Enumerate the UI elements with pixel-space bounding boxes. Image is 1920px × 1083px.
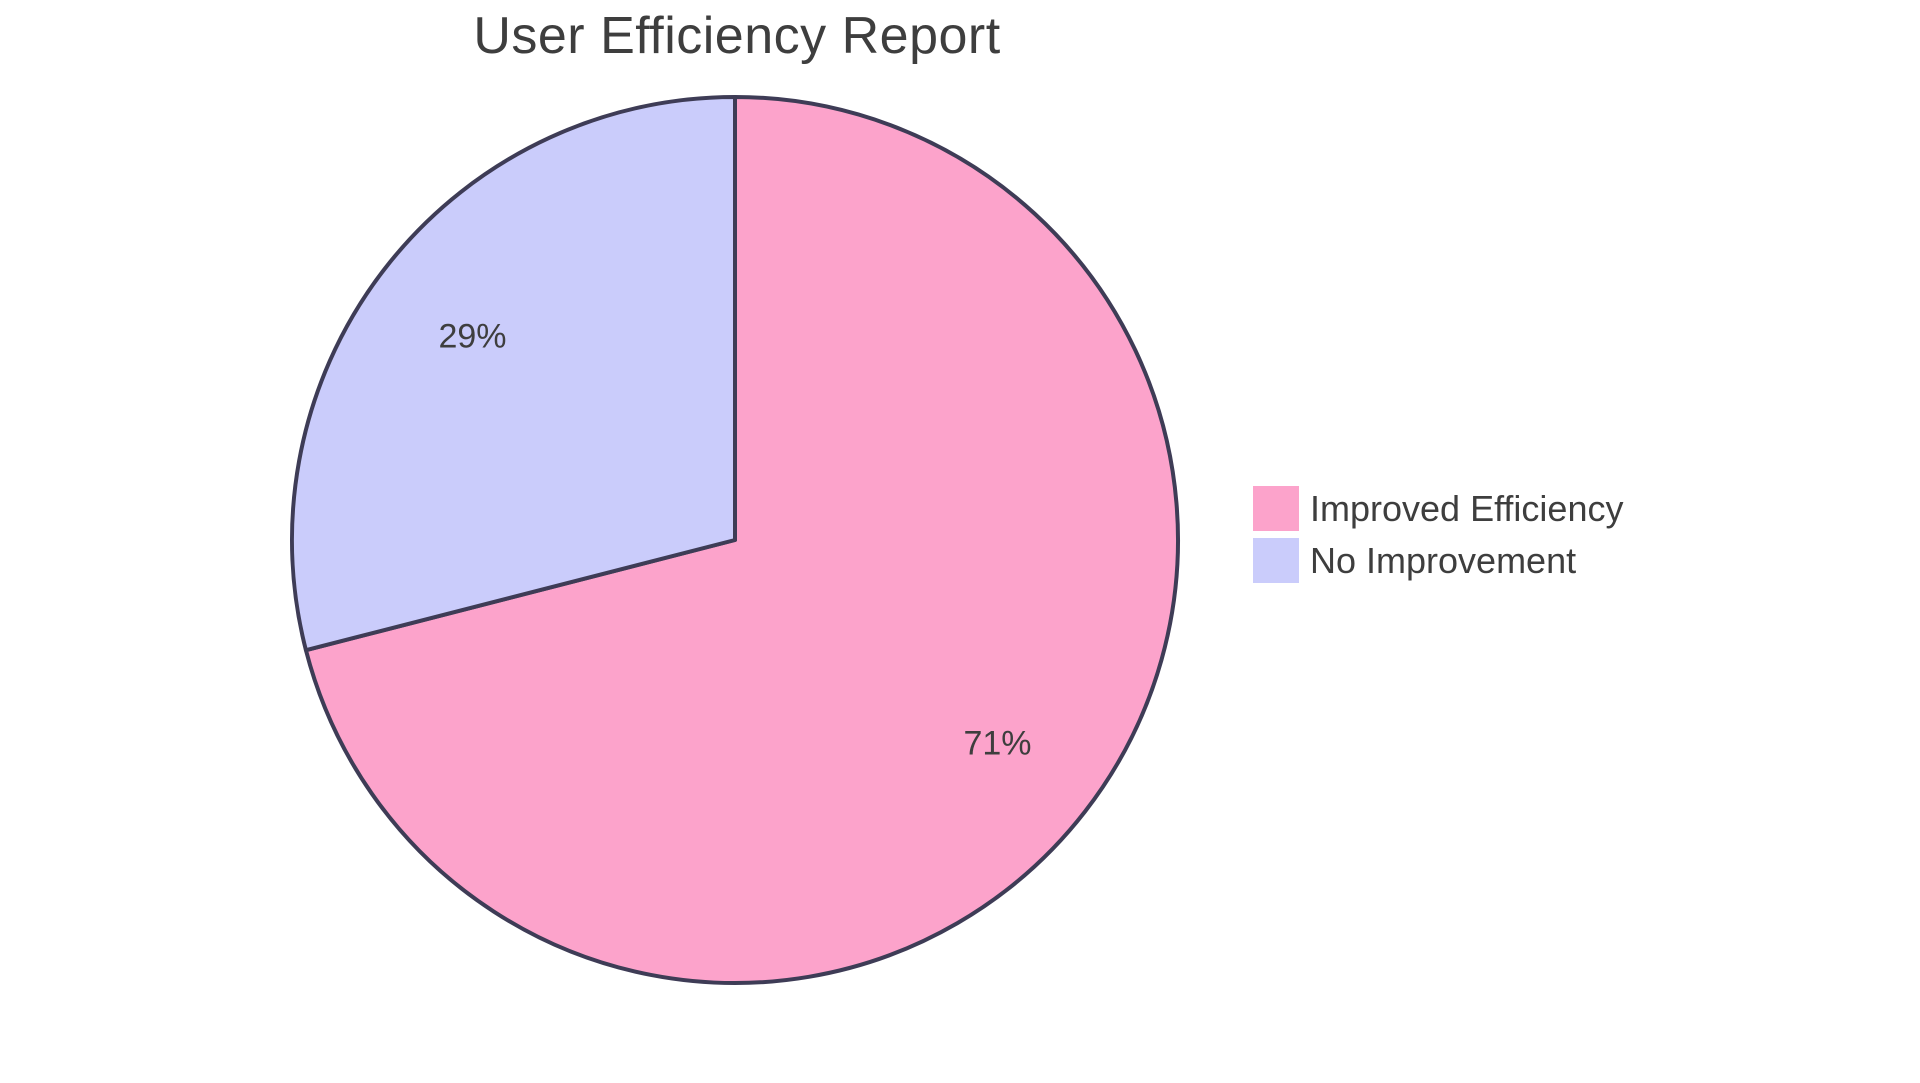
legend-swatch-improved-efficiency	[1253, 486, 1299, 531]
legend-label: No Improvement	[1310, 540, 1577, 581]
chart-title: User Efficiency Report	[473, 7, 1001, 65]
legend-swatch-no-improvement	[1253, 538, 1299, 583]
pie-slice-1	[290, 95, 737, 653]
legend-item: Improved Efficiency	[1253, 486, 1623, 531]
legend: Improved Efficiency No Improvement	[1253, 486, 1623, 583]
legend-label: Improved Efficiency	[1310, 488, 1624, 529]
pie-slice-0	[303, 95, 1180, 985]
slice-percent-label-1: 29%	[438, 317, 506, 355]
legend-item: No Improvement	[1253, 538, 1623, 583]
slice-percent-label-0: 71%	[963, 725, 1031, 763]
